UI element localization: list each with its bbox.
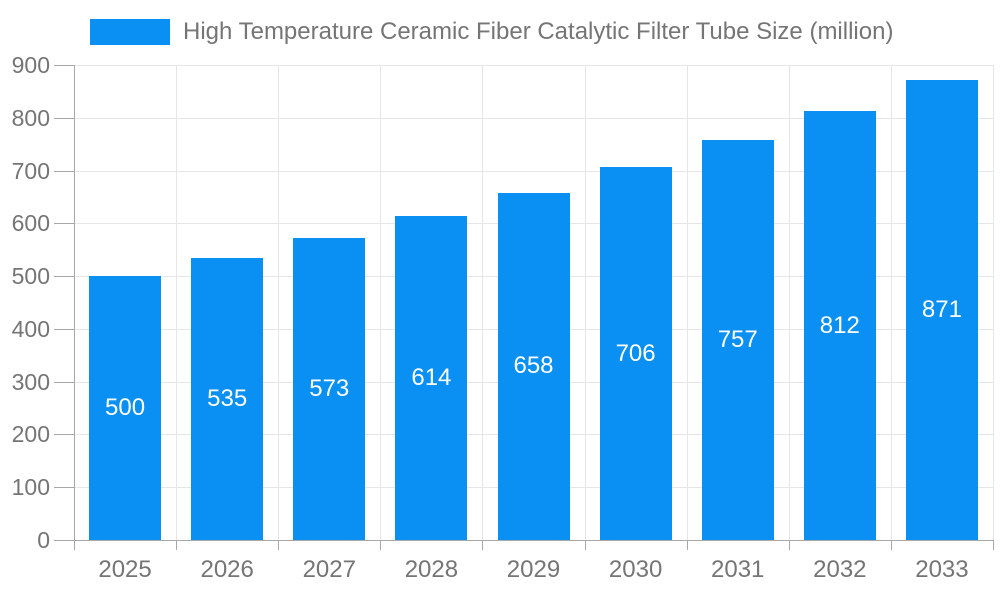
bar-value-label: 573 (309, 374, 350, 402)
gridline-vertical (993, 65, 994, 540)
bar (191, 257, 264, 540)
gridline-horizontal (74, 117, 993, 119)
gridline-vertical (890, 65, 892, 540)
bar-value-label: 658 (513, 352, 554, 380)
y-axis-tick (54, 117, 74, 119)
legend-label: High Temperature Ceramic Fiber Catalytic… (183, 18, 894, 45)
x-axis-tick (74, 540, 75, 550)
x-axis-tick (482, 540, 484, 550)
y-axis-label: 600 (11, 210, 50, 237)
bar (89, 276, 162, 540)
y-axis-label: 900 (11, 52, 50, 78)
x-axis-tick (993, 540, 994, 550)
gridline-vertical (482, 65, 484, 540)
gridline-vertical (278, 65, 280, 540)
y-axis-tick (54, 65, 74, 66)
gridline-horizontal (74, 65, 993, 66)
y-axis-tick (54, 170, 74, 172)
bar-value-label: 535 (207, 384, 248, 412)
y-axis-label: 200 (11, 421, 50, 448)
x-axis-label: 2032 (813, 556, 867, 583)
y-axis-label: 100 (11, 474, 50, 501)
bar (497, 192, 570, 540)
bar (599, 167, 672, 540)
bar-value-label: 614 (411, 363, 452, 391)
x-axis-label: 2026 (200, 556, 254, 583)
bar-value-label: 706 (615, 339, 656, 367)
x-axis-label: 2031 (711, 556, 765, 583)
y-axis-label: 0 (37, 527, 50, 553)
x-axis-tick (176, 540, 178, 550)
x-axis-tick (380, 540, 382, 550)
x-axis-label: 2025 (98, 556, 152, 583)
y-axis-tick (54, 223, 74, 225)
y-axis-line (74, 65, 75, 540)
y-axis-label: 700 (11, 157, 50, 184)
bar (905, 80, 978, 540)
chart-legend-item[interactable]: High Temperature Ceramic Fiber Catalytic… (90, 18, 893, 46)
y-axis-tick (54, 276, 74, 278)
y-axis-label: 300 (11, 368, 50, 395)
bar (293, 237, 366, 540)
bar-value-label: 812 (819, 311, 860, 339)
y-axis-tick (54, 328, 74, 330)
x-axis-tick (890, 540, 892, 550)
gridline-vertical (380, 65, 382, 540)
gridline-vertical (584, 65, 586, 540)
x-axis-label: 2030 (608, 556, 663, 583)
x-axis-tick (686, 540, 688, 550)
gridline-vertical (686, 65, 688, 540)
y-axis-label: 400 (11, 315, 50, 342)
bar-value-label: 871 (921, 296, 962, 324)
bar-value-label: 500 (105, 394, 146, 422)
y-axis-label: 500 (11, 263, 50, 290)
x-axis-label: 2028 (404, 556, 459, 583)
x-axis-label: 2033 (915, 556, 969, 583)
gridline-horizontal (74, 170, 993, 172)
x-axis-tick (788, 540, 790, 550)
bar (803, 111, 876, 540)
bar (701, 140, 774, 540)
y-axis-tick (54, 434, 74, 436)
y-axis-tick (54, 540, 74, 541)
gridline-vertical (788, 65, 790, 540)
x-axis-label: 2027 (302, 556, 356, 583)
bar (395, 215, 468, 540)
gridline-vertical (176, 65, 178, 540)
y-axis-tick (54, 381, 74, 383)
x-axis-tick (584, 540, 586, 550)
x-axis-line (74, 540, 993, 541)
bar-value-label: 757 (717, 326, 758, 354)
x-axis-label: 2029 (506, 556, 561, 583)
legend-swatch-icon (90, 19, 170, 45)
y-axis-label: 800 (11, 104, 50, 131)
x-axis-tick (278, 540, 280, 550)
y-axis-tick (54, 487, 74, 489)
